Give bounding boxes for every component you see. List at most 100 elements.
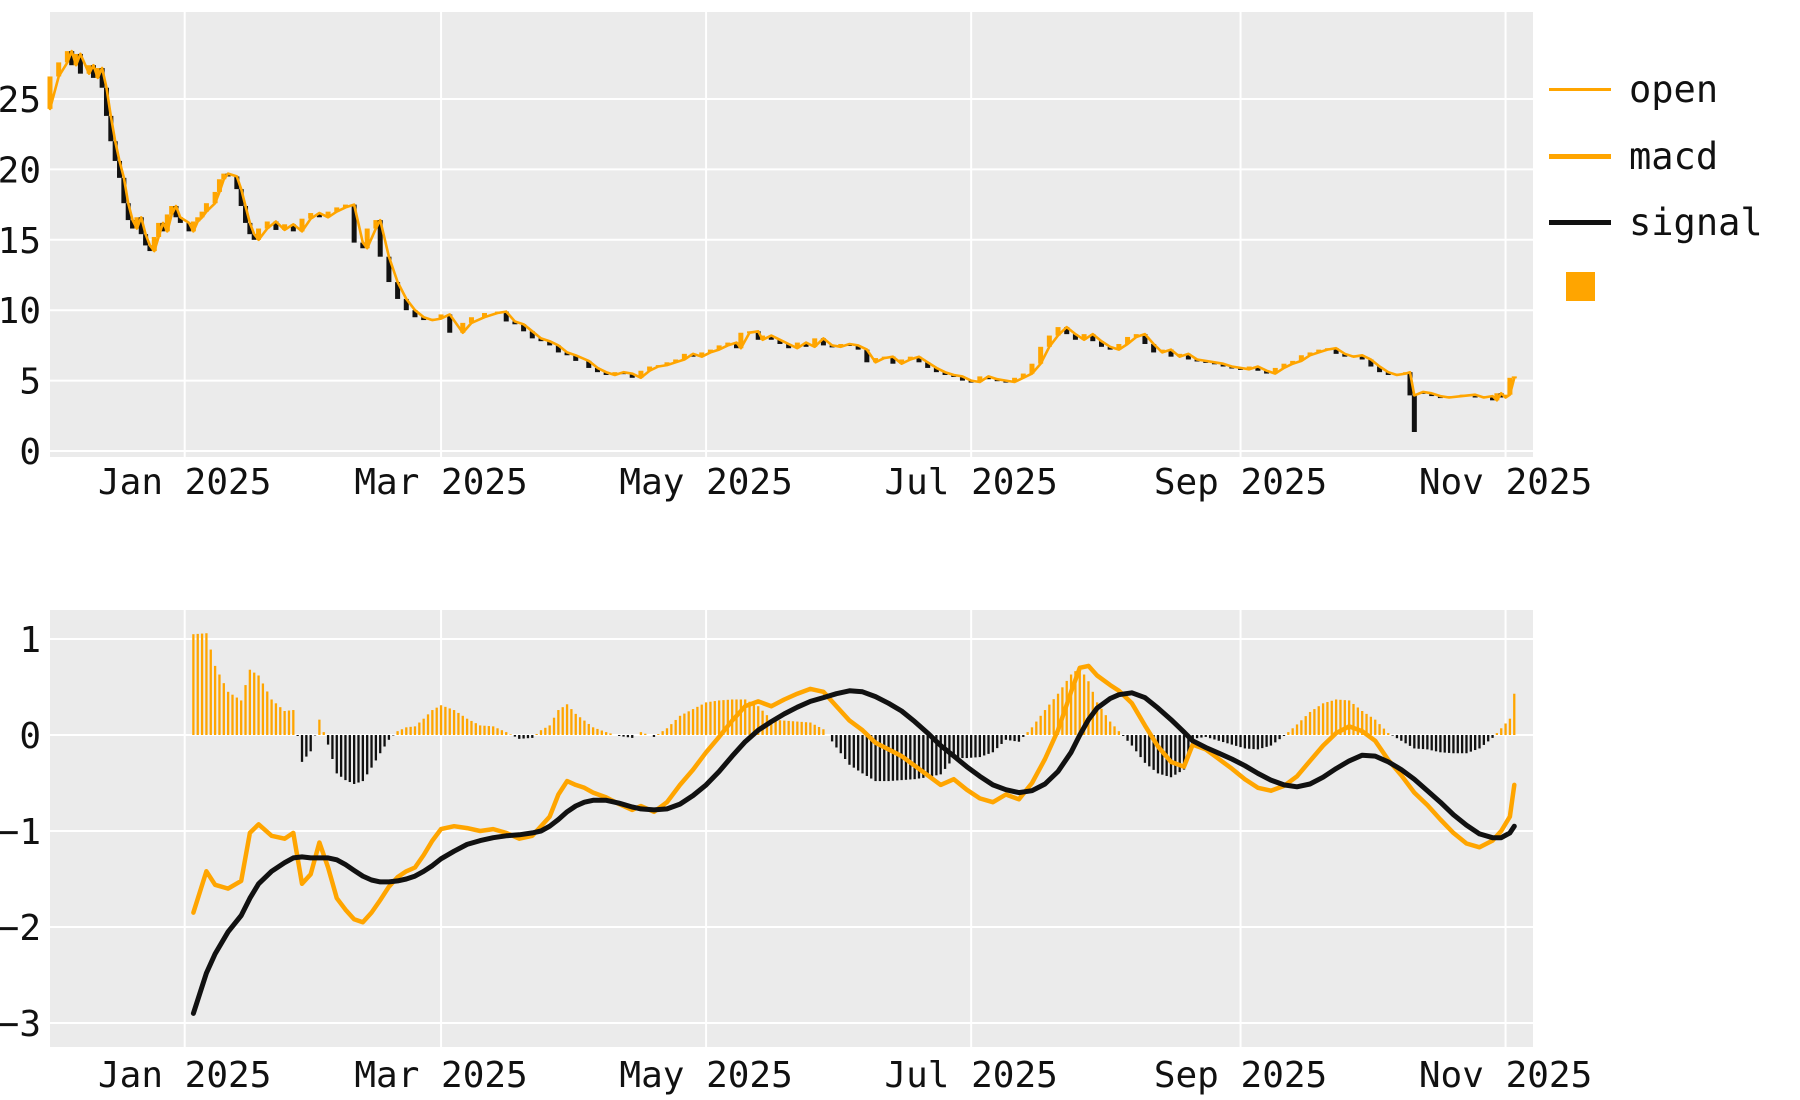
hist-bar-positive [1056,693,1060,735]
candle-up [216,179,222,192]
hist-bar-positive [713,701,716,735]
hist-bar-positive [731,699,734,735]
hist-bar-negative [1491,735,1494,738]
candle-down [186,222,192,232]
hist-bar-positive [283,711,286,735]
candle-up [725,342,731,346]
candle-down [959,376,965,381]
candle-down [803,342,809,347]
hist-bar-negative [1487,735,1490,742]
hist-bar-negative [1452,735,1455,754]
candle-up [1081,334,1087,340]
hist-bar-positive [1291,728,1294,735]
candle-down [786,343,792,349]
hist-bar-positive [583,720,586,735]
hist-bar-negative [1439,735,1442,753]
hist-bar-positive [1495,733,1499,735]
hist-bar-negative [370,735,373,768]
candle-up [169,206,175,215]
hist-bar-negative [935,735,938,776]
hist-bar-positive [813,724,816,735]
hist-bar-positive [396,731,399,735]
candle-up [907,356,913,360]
hist-bar-positive [1048,704,1051,735]
y-tick-label: 1 [19,620,41,661]
hist-bar-positive [496,728,499,735]
candle-up [1125,336,1131,344]
candle-up [364,228,370,249]
candle-down [412,310,418,318]
candle-up [282,224,288,230]
hist-bar-negative [1169,735,1173,778]
indicator-panel: 1 0 −1 −2 −3 Jan 2025 Mar 2025 May 2025 Jul 2025… [0,610,1592,1096]
hist-bar-positive [487,726,490,735]
hist-bar-positive [700,704,703,735]
hist-bar-positive [778,720,782,735]
hist-bar-negative [983,735,986,756]
hist-bar-positive [1308,711,1312,735]
hist-bar-positive [474,723,477,735]
hist-bar-positive [670,724,673,735]
hist-bar-positive [244,685,247,735]
candle-down [1368,359,1374,367]
candle-down [234,176,240,190]
hist-bar-positive [691,709,695,735]
candle-up [468,317,474,323]
hist-bar-negative [1408,735,1412,746]
hist-bar-negative [518,735,521,739]
hist-bar-positive [1039,715,1042,735]
candle-down [925,362,931,368]
hist-bar-positive [1369,716,1373,735]
hist-bar-negative [948,735,951,764]
hist-bar-negative [300,735,304,762]
hist-bar-negative [1143,735,1147,763]
hist-bar-positive [413,726,417,735]
candle-up [299,218,305,232]
hist-bar-positive [678,715,682,735]
hist-bar-positive [500,730,504,735]
candle-up [1494,393,1500,401]
candle-down [1090,334,1096,342]
signal-line [190,688,1517,1016]
hist-bar-negative [891,735,895,781]
hist-bar-positive [761,710,764,735]
hist-bar-negative [870,735,873,779]
candle-up [812,338,818,347]
hist-bar-positive [1043,710,1047,735]
hist-bar-positive [739,699,743,735]
candle-down [1385,372,1391,375]
hist-bar-negative [978,735,981,758]
hist-bar-negative [1269,735,1273,746]
candle-down [1107,346,1113,350]
candle-up [681,353,687,360]
hist-bar-positive [209,649,212,735]
candle-up [1307,352,1313,356]
price-panel: 0 5 10 15 20 25 Jan 2025 Mar 2025 May 2025 Jul 20… [0,12,1592,503]
candle-down [855,345,861,350]
candle-down [890,356,896,364]
hist-bar-positive [261,683,265,735]
hist-bar-positive [226,691,230,735]
hist-bar-negative [1135,735,1138,752]
hist-bar-negative [1469,735,1472,752]
hist-bar-positive [318,719,321,735]
hist-bar-positive [222,683,225,735]
hist-bar-positive [483,725,486,735]
hist-bar-negative [348,735,351,783]
hist-bar-positive [1348,700,1351,735]
hist-bar-positive [1295,724,1299,735]
hist-bar-positive [704,702,708,735]
hist-bar-positive [205,633,208,735]
hist-bar-negative [1248,735,1251,749]
candle-down [768,335,774,340]
hist-bar-negative [1235,735,1238,746]
hist-bar-negative [1230,735,1233,745]
hist-bar-positive [279,707,282,735]
hist-bar-negative [1156,735,1160,774]
hist-bar-positive [505,732,508,735]
hist-bar-positive [509,734,512,735]
hist-bar-negative [1478,735,1481,749]
hist-bar-positive [1513,693,1516,735]
candle-down [351,204,357,243]
